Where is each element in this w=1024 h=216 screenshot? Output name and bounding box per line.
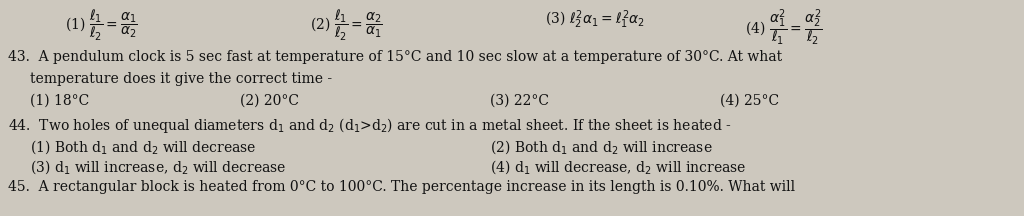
Text: (3) 22°C: (3) 22°C: [490, 94, 549, 108]
Text: (2) $\dfrac{\ell_1}{\ell_2} = \dfrac{\alpha_2}{\alpha_1}$: (2) $\dfrac{\ell_1}{\ell_2} = \dfrac{\al…: [310, 8, 383, 43]
Text: (1) 18°C: (1) 18°C: [30, 94, 89, 108]
Text: (2) Both d$_1$ and d$_2$ will increase: (2) Both d$_1$ and d$_2$ will increase: [490, 138, 713, 156]
Text: (1) $\dfrac{\ell_1}{\ell_2} = \dfrac{\alpha_1}{\alpha_2}$: (1) $\dfrac{\ell_1}{\ell_2} = \dfrac{\al…: [65, 8, 138, 43]
Text: (4) 25°C: (4) 25°C: [720, 94, 779, 108]
Text: 44.  Two holes of unequal diameters d$_1$ and d$_2$ (d$_1$>d$_2$) are cut in a m: 44. Two holes of unequal diameters d$_1$…: [8, 116, 731, 135]
Text: 45.  A rectangular block is heated from 0°C to 100°C. The percentage increase in: 45. A rectangular block is heated from 0…: [8, 180, 795, 194]
Text: (3) $\ell_2^2\alpha_1 = \ell_1^2\alpha_2$: (3) $\ell_2^2\alpha_1 = \ell_1^2\alpha_2…: [545, 8, 645, 31]
Text: (4) d$_1$ will decrease, d$_2$ will increase: (4) d$_1$ will decrease, d$_2$ will incr…: [490, 158, 746, 176]
Text: (1) Both d$_1$ and d$_2$ will decrease: (1) Both d$_1$ and d$_2$ will decrease: [30, 138, 256, 156]
Text: 43.  A pendulum clock is 5 sec fast at temperature of 15°C and 10 sec slow at a : 43. A pendulum clock is 5 sec fast at te…: [8, 50, 782, 64]
Text: temperature does it give the correct time -: temperature does it give the correct tim…: [30, 72, 332, 86]
Text: (3) d$_1$ will increase, d$_2$ will decrease: (3) d$_1$ will increase, d$_2$ will decr…: [30, 158, 287, 176]
Text: (2) 20°C: (2) 20°C: [240, 94, 299, 108]
Text: (4) $\dfrac{\alpha_1^2}{\ell_1} = \dfrac{\alpha_2^2}{\ell_2}$: (4) $\dfrac{\alpha_1^2}{\ell_1} = \dfrac…: [745, 8, 822, 48]
